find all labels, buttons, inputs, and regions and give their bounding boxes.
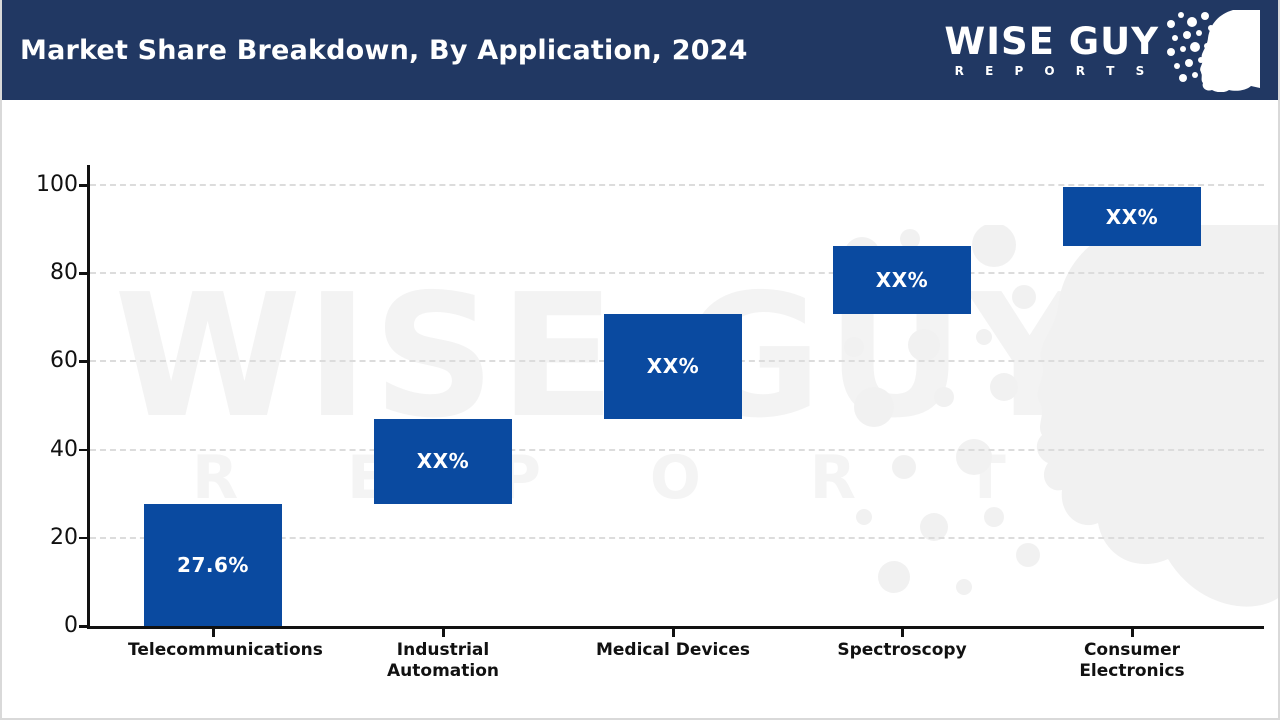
bar-telecommunications: 27.6%	[144, 504, 282, 626]
logo-subtitle: R E P O R T S	[954, 63, 1153, 78]
bar-medical-devices: XX%	[604, 314, 742, 419]
x-tick-mark-1	[442, 629, 445, 637]
x-axis-line	[87, 626, 1264, 629]
x-category-label-2: Medical Devices	[595, 640, 750, 660]
y-tick-mark-0	[79, 625, 87, 628]
gridline-100	[90, 184, 1264, 186]
bar-value-label: XX%	[875, 268, 929, 293]
y-axis-line	[87, 165, 90, 629]
logo: WISE GUY R E P O R T S	[944, 8, 1260, 92]
y-tick-label-60: 60	[50, 348, 78, 374]
logo-face-icon	[1167, 10, 1260, 92]
y-tick-label-20: 20	[50, 524, 78, 550]
bar-spectroscopy: XX%	[833, 245, 971, 315]
bar-value-label: 27.6%	[177, 553, 249, 578]
y-tick-label-40: 40	[50, 436, 78, 462]
logo-text: WISE GUY R E P O R T S	[944, 23, 1159, 78]
x-category-label-4: Consumer Electronics	[1079, 640, 1185, 681]
y-tick-label-100: 100	[36, 172, 78, 197]
logo-wordmark: WISE GUY	[944, 19, 1159, 63]
y-tick-label-80: 80	[50, 260, 78, 286]
gridline-40	[90, 448, 1264, 451]
bar-value-label: XX%	[416, 449, 470, 474]
gridline-80	[90, 272, 1264, 275]
x-category-label-0: Telecommunications	[128, 640, 323, 660]
gridline-20	[90, 536, 1264, 539]
y-tick-mark-80	[79, 272, 87, 275]
header-bar: Market Share Breakdown, By Application, …	[2, 0, 1278, 100]
x-tick-mark-0	[212, 629, 215, 637]
bar-consumer-electronics: XX%	[1063, 187, 1201, 246]
bar-industrial-automation: XX%	[374, 418, 512, 505]
y-tick-mark-100	[79, 184, 87, 187]
y-tick-label-0: 0	[64, 613, 78, 638]
y-tick-mark-20	[79, 536, 87, 540]
x-tick-mark-4	[1131, 629, 1134, 637]
page-title: Market Share Breakdown, By Application, …	[20, 34, 748, 66]
x-category-label-3: Spectroscopy	[837, 640, 967, 660]
watermark-subtitle: R E P O R T S	[192, 443, 1202, 513]
bar-value-label: XX%	[646, 354, 700, 379]
y-tick-mark-40	[79, 448, 87, 452]
x-tick-mark-2	[672, 629, 675, 637]
y-tick-mark-60	[79, 360, 87, 363]
x-category-label-1: Industrial Automation	[387, 640, 499, 681]
x-tick-mark-3	[901, 629, 904, 637]
bar-value-label: XX%	[1105, 204, 1159, 229]
